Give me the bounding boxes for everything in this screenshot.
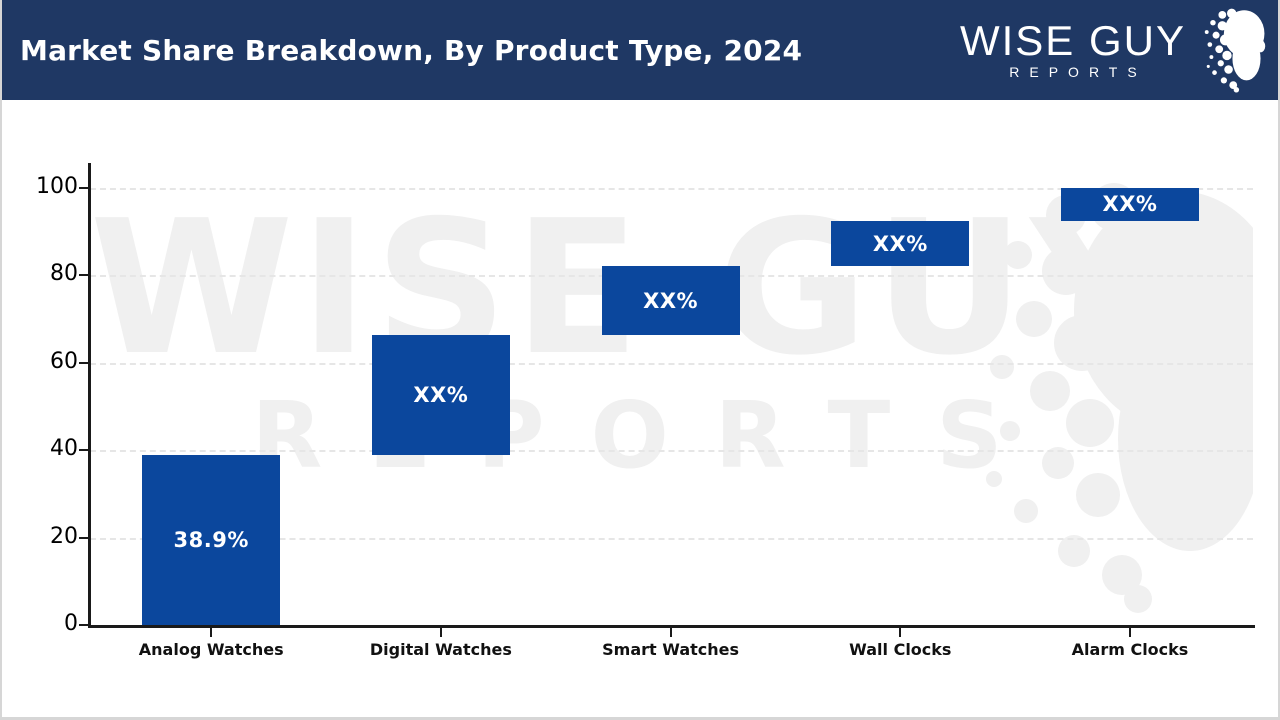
x-tick-mark-2 — [669, 628, 672, 637]
y-tick-mark-40 — [79, 449, 88, 451]
bar-wall-clocks: XX% — [831, 221, 970, 267]
y-tick-label-0: 0 — [64, 611, 78, 636]
x-category-label-3: Wall Clocks — [849, 640, 952, 659]
bar-value-label: XX% — [413, 383, 469, 408]
y-tick-mark-80 — [79, 274, 88, 276]
x-tick-mark-1 — [439, 628, 442, 637]
brand-wordmark: WISE GUY — [959, 17, 1186, 64]
x-tick-mark-0 — [210, 628, 213, 637]
y-tick-mark-0 — [79, 624, 88, 626]
gridline-y-40 — [90, 450, 1253, 452]
x-tick-mark-3 — [899, 628, 902, 637]
gridline-y-100 — [90, 187, 1253, 190]
gridline-y-60 — [90, 362, 1253, 365]
x-category-label-2: Smart Watches — [602, 640, 740, 659]
chart-title: Market Share Breakdown, By Product Type,… — [20, 33, 803, 67]
bar-alarm-clocks: XX% — [1061, 187, 1199, 222]
gridline-y-20 — [90, 537, 1253, 540]
x-axis-line — [88, 625, 1255, 628]
brand-subtext: REPORTS — [1009, 64, 1147, 80]
bar-digital-watches: XX% — [371, 335, 510, 455]
x-category-label-4: Alarm Clocks — [1071, 640, 1189, 659]
x-tick-mark-4 — [1129, 628, 1131, 637]
y-tick-mark-20 — [79, 536, 88, 539]
y-tick-label-100: 100 — [36, 173, 78, 199]
y-tick-label-40: 40 — [50, 436, 78, 461]
y-tick-mark-100 — [79, 186, 88, 189]
bar-value-label: XX% — [872, 231, 928, 256]
header-bar: Market Share Breakdown, By Product Type,… — [0, 0, 1280, 100]
y-tick-label-60: 60 — [50, 348, 78, 374]
y-tick-label-20: 20 — [50, 523, 78, 549]
y-axis-line — [88, 163, 91, 627]
brand-logo: WISE GUY REPORTS — [960, 7, 1280, 93]
bar-value-label: XX% — [643, 288, 699, 313]
y-tick-label-80: 80 — [50, 261, 78, 286]
bar-value-label: XX% — [1102, 192, 1158, 217]
bar-value-label: 38.9% — [173, 527, 249, 552]
brand-logo-text: WISE GUY REPORTS — [959, 17, 1186, 81]
brand-head-dots-icon — [1204, 8, 1266, 93]
y-tick-mark-60 — [79, 361, 88, 364]
x-category-label-0: Analog Watches — [138, 640, 284, 659]
bar-analog-watches: 38.9% — [142, 454, 281, 625]
x-category-label-1: Digital Watches — [369, 640, 512, 659]
bar-smart-watches: XX% — [601, 266, 740, 336]
